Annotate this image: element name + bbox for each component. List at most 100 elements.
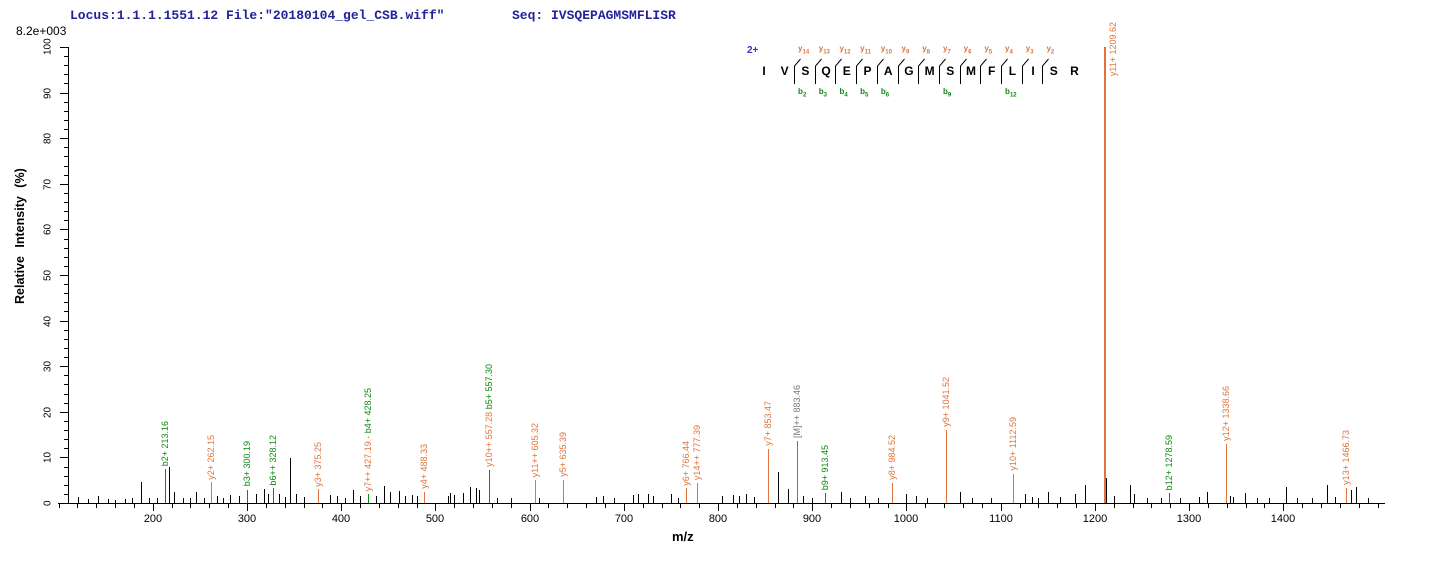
axis-tick [454, 504, 455, 508]
ion-number: 14 [802, 49, 810, 56]
spectrum-peak [489, 470, 490, 503]
spectrum-peak [927, 497, 928, 503]
axis-tick [115, 504, 116, 508]
spectrum-peak [850, 497, 851, 503]
axis-tick [417, 504, 418, 508]
spectrum-peak [788, 489, 789, 503]
axis-tick [605, 504, 606, 508]
axis-tick [737, 504, 738, 508]
axis-tick [718, 504, 719, 511]
spectrum-peak [841, 491, 842, 503]
axis-tick [586, 504, 587, 508]
spectrum-peak [463, 492, 464, 503]
axis-tick [64, 102, 68, 103]
spectrum-peak [960, 491, 961, 503]
peak-label-part: y5+ 635.39 [558, 432, 568, 478]
axis-tick [64, 257, 68, 258]
spectrum-peak [614, 498, 615, 503]
axis-tick [379, 504, 380, 508]
peak-label-part: y8+ 984.52 [887, 435, 897, 480]
axis-tick-label: 1200 [1082, 513, 1108, 525]
peak-label: b6++ 328.12 [268, 435, 278, 486]
spectrum-peak [448, 496, 449, 503]
peak-label: y14++ 777.39 [692, 425, 702, 480]
b-ion-label: b12 [1005, 87, 1017, 99]
y-ion-label: y8 [922, 44, 931, 56]
axis-tick [1227, 504, 1228, 508]
spectrum-peak [733, 494, 734, 503]
axis-tick [64, 448, 68, 449]
axis-tick [247, 504, 248, 511]
spectrum-peak [1351, 490, 1352, 503]
spectrum-peak [1169, 492, 1170, 503]
residue-letter: Q [821, 64, 831, 78]
residue-letter: M [924, 64, 935, 78]
spectrum-peak [450, 492, 451, 503]
axis-tick [60, 138, 68, 139]
axis-tick-label: 600 [520, 513, 540, 525]
axis-tick [643, 504, 644, 508]
axis-tick [60, 229, 68, 230]
axis-tick [548, 504, 549, 508]
spectrum-peak [268, 493, 269, 503]
spectrum-peak [98, 495, 99, 503]
spectrum-peak [1356, 487, 1357, 503]
axis-tick-label: 80 [42, 132, 54, 144]
spectrum-peak [88, 499, 89, 503]
spectrum-peak [1346, 487, 1347, 503]
fragmentation-mark-icon [813, 58, 823, 84]
spectrum-peak [149, 498, 150, 503]
spectrum-peak [1257, 497, 1258, 503]
fragmentation-mark-icon [916, 58, 926, 84]
spectrum-peak [279, 493, 280, 503]
spectrum-peak [1032, 496, 1033, 503]
peak-label: y6+ 766.44 [681, 441, 691, 486]
axis-tick [398, 504, 399, 508]
axis-tick [64, 476, 68, 477]
spectrum-peak [390, 492, 391, 503]
ion-number: 5 [865, 92, 869, 99]
axis-tick-label: 1300 [1176, 513, 1202, 525]
fragmentation-mark-icon [1020, 58, 1030, 84]
axis-tick [64, 266, 68, 267]
spectrum-peak [892, 482, 893, 503]
axis-tick [64, 384, 68, 385]
axis-tick [209, 504, 210, 508]
peak-label-part: y10++ 557.28 [484, 409, 494, 468]
spectrum-peak [1038, 497, 1039, 503]
axis-tick [322, 504, 323, 508]
axis-tick [64, 65, 68, 66]
peak-label: [M]++ 883.46 [792, 385, 802, 438]
spectrum-peak [405, 496, 406, 503]
axis-tick [888, 504, 889, 508]
y-ion-label: y10 [880, 44, 892, 56]
residue-letter: A [883, 64, 893, 78]
axis-tick [266, 504, 267, 508]
axis-tick [172, 504, 173, 508]
spectrum-peak [1368, 497, 1369, 503]
axis-tick-label: 1000 [893, 513, 919, 525]
axis-tick [64, 166, 68, 167]
axis-tick [64, 430, 68, 431]
axis-tick-label: 20 [42, 406, 54, 418]
peak-label-part: b6++ 328.12 [268, 434, 278, 486]
axis-tick [1114, 504, 1115, 508]
spectrum-peak [1130, 484, 1131, 503]
axis-tick [64, 311, 68, 312]
spectrum-peak [722, 496, 723, 503]
spectrum-peak [157, 497, 158, 503]
fragmentation-mark-icon [896, 58, 906, 84]
spectrum-peak [454, 494, 455, 503]
residue-letter: V [780, 64, 789, 78]
axis-tick [1246, 504, 1247, 508]
peak-label: y10++ 557.28 b5+ 557.30 [484, 364, 494, 467]
residue-letter: P [863, 64, 872, 78]
peak-label: b3+ 300.19 [242, 441, 252, 486]
spectrum-peak [368, 493, 369, 503]
spectrum-peak [768, 449, 769, 503]
axis-tick-label: 700 [614, 513, 634, 525]
residue-letter: S [801, 64, 810, 78]
axis-tick [850, 504, 851, 508]
spectrum-peak [797, 440, 798, 503]
